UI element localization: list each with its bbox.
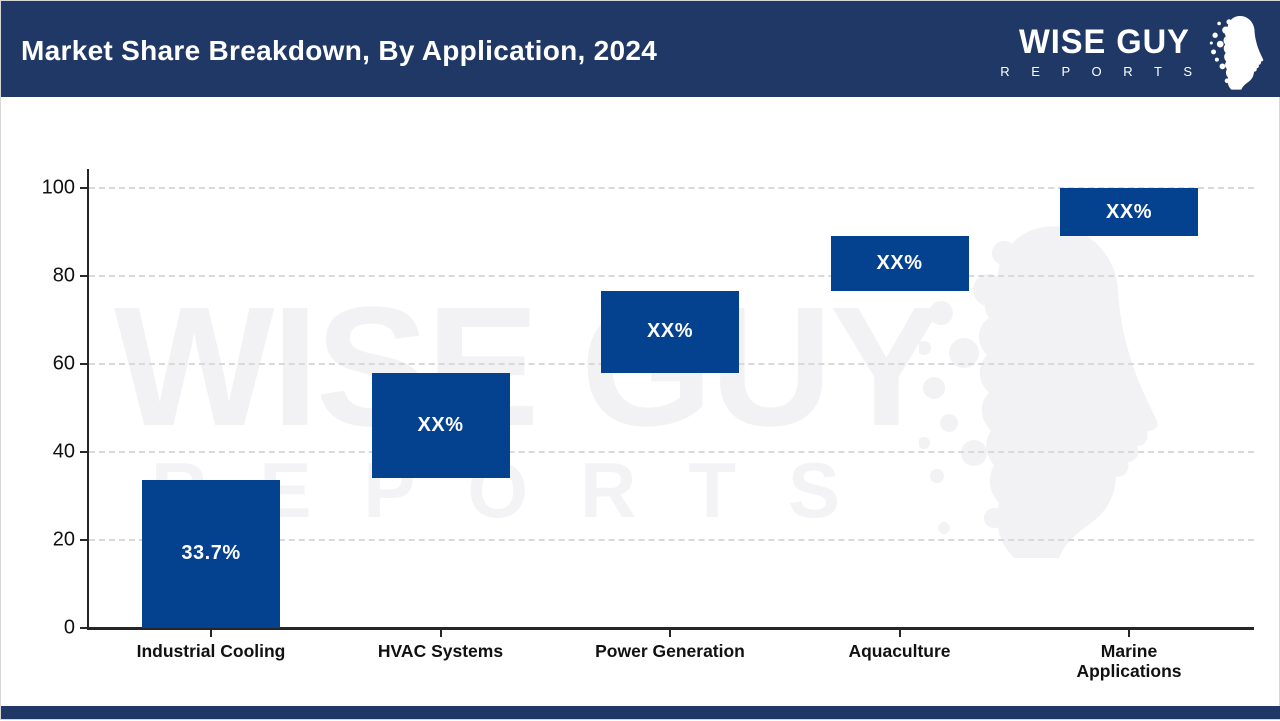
y-tick-label: 80	[52, 264, 75, 287]
y-tick-mark	[80, 627, 87, 629]
x-tick-mark	[669, 630, 671, 637]
bar-value-label: XX%	[647, 320, 693, 343]
gridline-80	[89, 274, 1254, 277]
brand-head-icon	[1209, 15, 1264, 90]
brand-text: WISE GUY R E P O R T S	[1000, 23, 1201, 79]
y-tick-label: 0	[63, 616, 75, 639]
gridline-40	[89, 450, 1254, 453]
x-tick-label-0: Industrial Cooling	[136, 641, 286, 661]
x-tick-mark	[898, 630, 901, 637]
gridline-20	[89, 538, 1254, 541]
bar-value-label: XX%	[876, 251, 923, 274]
y-tick-mark	[80, 362, 87, 365]
y-tick-label: 20	[52, 528, 75, 551]
x-tick-label-4: Marine Applications	[1076, 641, 1182, 682]
bar-value-label: 33.7%	[181, 542, 241, 565]
bar-industrial-cooling: 33.7%	[142, 479, 280, 628]
page-title: Market Share Breakdown, By Application, …	[21, 35, 658, 66]
x-tick-mark	[439, 630, 442, 637]
y-tick-label: 40	[52, 440, 75, 463]
y-axis-line	[87, 169, 89, 630]
bar-power-generation: XX%	[601, 291, 739, 373]
header-bar: Market Share Breakdown, By Application, …	[1, 1, 1280, 97]
y-tick-mark	[80, 186, 87, 189]
brand-subtitle: R E P O R T S	[1000, 64, 1201, 79]
watermark-text: WISE GUY	[114, 272, 943, 462]
bar-aquaculture: XX%	[830, 236, 969, 291]
x-tick-mark	[1128, 630, 1130, 637]
y-tick-label: 60	[52, 352, 75, 375]
x-tick-label-1: HVAC Systems	[377, 641, 504, 661]
bar-value-label: XX%	[1106, 200, 1152, 223]
bar-value-label: XX%	[417, 413, 464, 436]
gridline-100	[89, 186, 1254, 189]
y-tick-mark	[80, 274, 87, 277]
x-tick-mark	[210, 630, 212, 637]
y-tick-label: 100	[41, 176, 75, 198]
bar-hvac-systems: XX%	[371, 372, 510, 479]
y-tick-mark	[80, 450, 87, 453]
bar-marine-applications: XX%	[1060, 188, 1198, 237]
footer-bar	[1, 706, 1280, 719]
watermark-head-logo	[919, 226, 1158, 558]
x-tick-label-2: Power Generation	[595, 641, 745, 661]
y-tick-mark	[80, 538, 87, 541]
x-tick-label-3: Aquaculture	[848, 641, 951, 661]
brand-logo: WISE GUY R E P O R T S	[1000, 9, 1267, 91]
brand-name: WISE GUY	[1019, 23, 1191, 61]
x-axis-line	[87, 627, 1254, 630]
